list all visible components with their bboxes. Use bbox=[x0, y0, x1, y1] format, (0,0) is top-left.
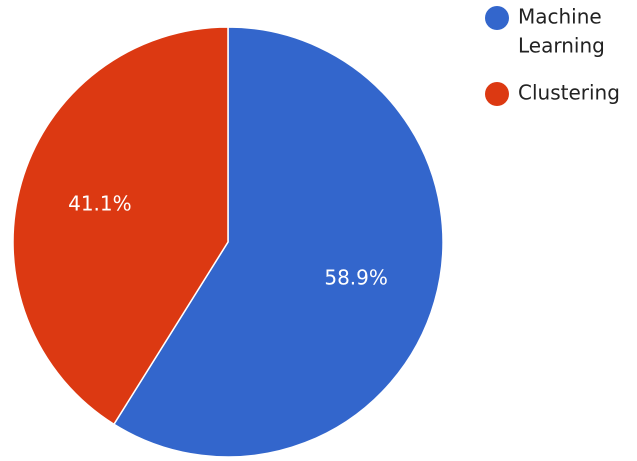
legend-label-1-line-1: Machine bbox=[518, 5, 602, 29]
legend: Machine Learning Clustering bbox=[485, 5, 620, 106]
pie-slices bbox=[12, 26, 444, 458]
legend-label-1-line-2: Learning bbox=[518, 34, 605, 58]
legend-label-2-line-1: Clustering bbox=[518, 81, 620, 105]
legend-marker-2 bbox=[485, 82, 509, 106]
pie-slice-label-1: 58.9% bbox=[324, 265, 388, 289]
pie-slice-label-2: 41.1% bbox=[68, 192, 132, 216]
pie-slice-2[interactable] bbox=[12, 26, 229, 426]
pie-slice-labels: 58.9% 41.1% bbox=[68, 192, 388, 290]
legend-marker-1 bbox=[485, 6, 509, 30]
